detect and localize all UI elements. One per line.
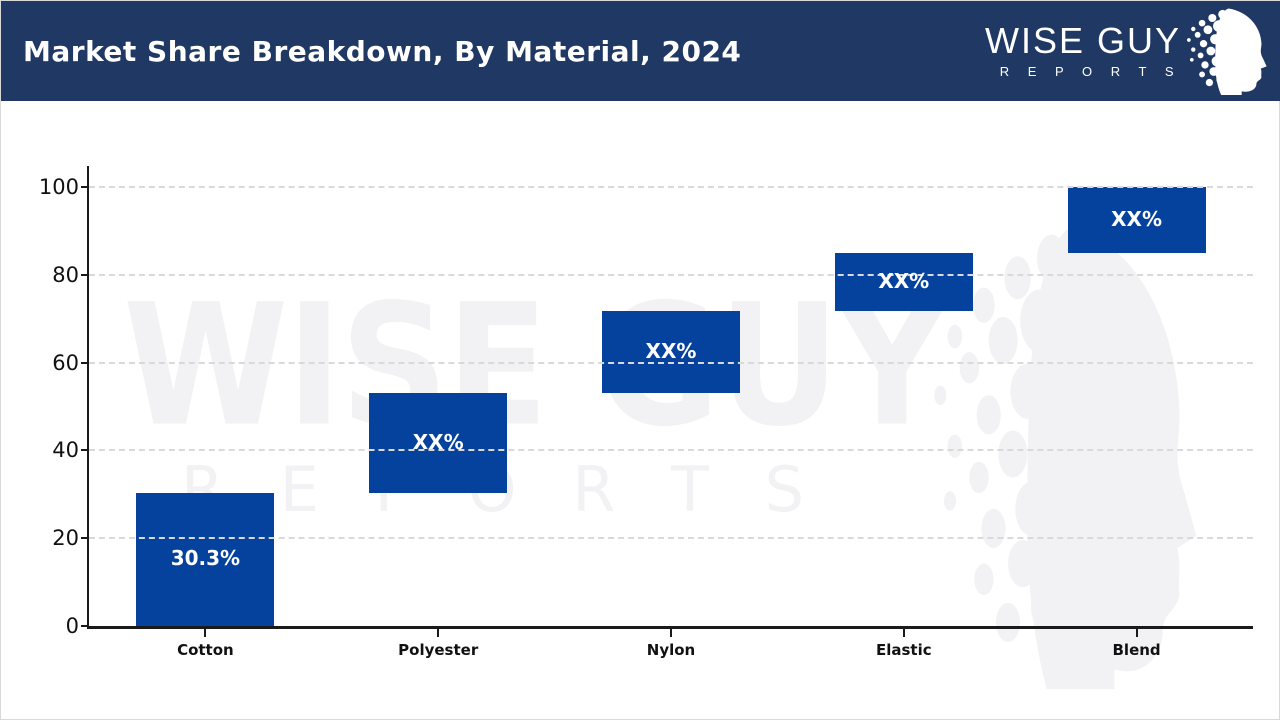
x-tick-label-elastic: Elastic (875, 641, 932, 659)
page-title: Market Share Breakdown, By Material, 202… (23, 34, 742, 68)
y-tick-label-60: 60 (52, 350, 79, 375)
x-tick-label-polyester: Polyester (398, 641, 479, 659)
y-tick-0 (81, 625, 89, 627)
bar-value-label-blend: XX% (1111, 206, 1163, 231)
x-tick-polyester (437, 629, 440, 637)
y-tick-label-40: 40 (52, 438, 79, 463)
brand-logo-text: WISE GUY R E P O R T S (984, 20, 1181, 80)
gridline-20 (89, 537, 1253, 540)
bar-elastic (834, 252, 973, 312)
gridline-60 (89, 361, 1253, 364)
bar-value-label-nylon: XX% (645, 339, 697, 364)
brand-logo: WISE GUY R E P O R T S (985, 7, 1271, 95)
bar-value-label-cotton: 30.3% (170, 546, 241, 571)
header-bar: Market Share Breakdown, By Material, 202… (1, 1, 1280, 101)
x-tick-cotton (204, 629, 207, 637)
bar-value-label-polyester: XX% (412, 430, 464, 455)
x-tick-label-cotton: Cotton (177, 641, 234, 659)
watermark-text: WISE GUY (123, 269, 947, 464)
x-tick-elastic (902, 629, 905, 637)
y-tick-40 (81, 449, 89, 452)
x-tick-label-blend: Blend (1112, 641, 1161, 659)
y-tick-60 (81, 361, 89, 364)
x-tick-blend (1135, 629, 1138, 637)
y-tick-100 (81, 186, 89, 188)
y-tick-80 (81, 273, 89, 276)
y-tick-label-100: 100 (38, 175, 79, 199)
gridline-40 (89, 449, 1253, 452)
bar-value-label-elastic: XX% (878, 269, 930, 294)
bar-nylon (602, 311, 740, 394)
y-axis-line (87, 166, 89, 628)
x-tick-label-nylon: Nylon (646, 641, 696, 659)
y-tick-label-0: 0 (65, 614, 79, 638)
y-tick-20 (81, 537, 89, 540)
bar-polyester (369, 393, 508, 493)
y-tick-label-80: 80 (52, 262, 79, 287)
x-axis-line (87, 626, 1253, 629)
brand-name: WISE GUY (984, 20, 1181, 61)
bar-cotton (136, 492, 275, 626)
x-tick-nylon (670, 629, 672, 637)
y-tick-label-20: 20 (52, 526, 79, 551)
watermark-head-icon (934, 226, 1197, 689)
gridline-100 (89, 186, 1253, 188)
brand-subtitle: R E P O R T S (999, 64, 1181, 79)
bar-blend (1067, 187, 1206, 253)
gridline-80 (89, 273, 1253, 276)
brand-head-icon (1187, 8, 1267, 95)
